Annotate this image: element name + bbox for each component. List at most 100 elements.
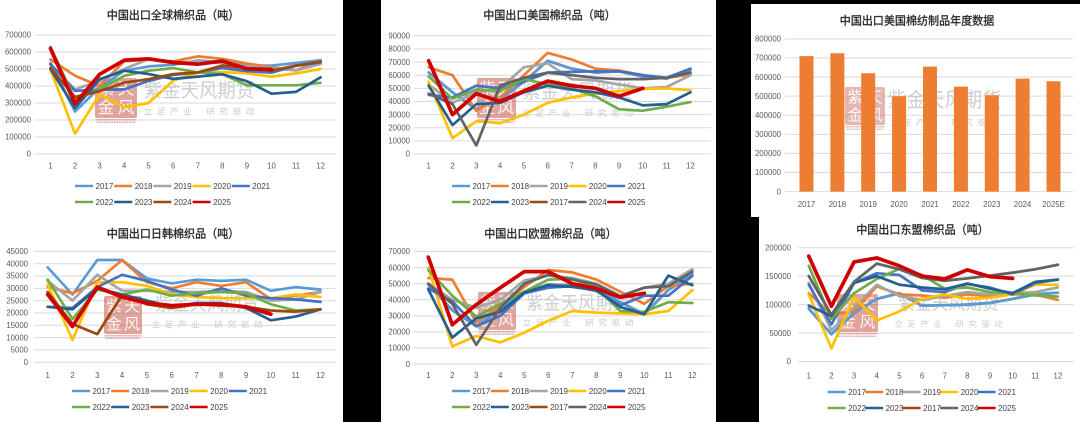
- svg-text:6: 6: [920, 372, 924, 381]
- svg-text:1: 1: [46, 371, 50, 380]
- svg-text:2024: 2024: [174, 198, 192, 207]
- svg-text:3: 3: [474, 162, 478, 171]
- svg-text:2024: 2024: [171, 403, 189, 412]
- svg-text:2017: 2017: [93, 387, 111, 396]
- svg-text:2022: 2022: [952, 200, 969, 209]
- svg-text:2: 2: [450, 371, 454, 380]
- svg-text:11: 11: [292, 162, 300, 171]
- svg-text:2017: 2017: [550, 403, 568, 412]
- svg-text:11: 11: [663, 162, 671, 171]
- svg-text:45000: 45000: [6, 247, 28, 256]
- svg-text:300000: 300000: [5, 99, 32, 108]
- svg-text:6: 6: [546, 371, 550, 380]
- svg-text:0: 0: [787, 357, 792, 366]
- svg-text:100000: 100000: [5, 133, 32, 142]
- svg-text:10: 10: [267, 371, 276, 380]
- svg-text:10: 10: [639, 162, 648, 171]
- svg-text:6: 6: [171, 162, 175, 171]
- svg-text:2023: 2023: [886, 404, 904, 413]
- svg-text:2022: 2022: [93, 403, 111, 412]
- svg-text:9: 9: [245, 162, 249, 171]
- svg-text:600000: 600000: [5, 48, 32, 57]
- svg-text:2021: 2021: [628, 387, 646, 396]
- svg-text:12: 12: [688, 371, 697, 380]
- svg-text:2022: 2022: [473, 198, 491, 207]
- svg-text:7: 7: [570, 371, 574, 380]
- svg-text:50000: 50000: [769, 329, 791, 338]
- svg-text:9: 9: [244, 371, 248, 380]
- svg-text:12: 12: [686, 162, 695, 171]
- svg-text:0: 0: [27, 150, 32, 159]
- svg-text:2024: 2024: [1014, 200, 1032, 209]
- svg-text:8: 8: [220, 162, 224, 171]
- svg-text:2017: 2017: [550, 198, 568, 207]
- svg-text:0: 0: [24, 358, 29, 367]
- svg-text:9: 9: [988, 372, 992, 381]
- svg-text:60000: 60000: [388, 71, 410, 80]
- svg-text:20000: 20000: [6, 309, 28, 318]
- svg-text:4: 4: [875, 372, 880, 381]
- svg-text:2022: 2022: [96, 198, 114, 207]
- svg-text:9: 9: [618, 371, 622, 380]
- svg-text:3: 3: [852, 372, 856, 381]
- svg-text:5: 5: [897, 372, 902, 381]
- svg-text:2017: 2017: [848, 388, 866, 397]
- svg-text:100000: 100000: [755, 168, 782, 177]
- svg-text:200000: 200000: [755, 149, 782, 158]
- svg-text:10000: 10000: [388, 344, 410, 353]
- svg-text:12: 12: [316, 371, 325, 380]
- svg-text:6: 6: [546, 162, 550, 171]
- svg-text:8: 8: [593, 162, 597, 171]
- svg-text:2020: 2020: [961, 388, 979, 397]
- svg-text:80000: 80000: [388, 45, 410, 54]
- svg-text:4: 4: [498, 162, 503, 171]
- svg-text:20000: 20000: [388, 123, 410, 132]
- svg-text:2018: 2018: [829, 200, 846, 209]
- svg-text:2017: 2017: [473, 387, 491, 396]
- svg-text:2024: 2024: [589, 403, 607, 412]
- svg-text:25000: 25000: [6, 296, 28, 305]
- svg-text:600000: 600000: [755, 73, 782, 82]
- svg-text:7: 7: [569, 162, 573, 171]
- svg-text:800000: 800000: [755, 35, 782, 44]
- svg-text:10000: 10000: [6, 333, 28, 342]
- svg-text:1: 1: [48, 162, 52, 171]
- svg-text:5: 5: [145, 371, 150, 380]
- svg-text:2018: 2018: [511, 387, 529, 396]
- svg-text:3: 3: [474, 371, 478, 380]
- svg-text:2019: 2019: [550, 387, 568, 396]
- svg-text:2018: 2018: [886, 388, 904, 397]
- svg-text:2020: 2020: [589, 387, 607, 396]
- svg-text:2018: 2018: [135, 182, 153, 191]
- svg-text:11: 11: [664, 371, 672, 380]
- svg-text:2025: 2025: [998, 404, 1016, 413]
- svg-text:2017: 2017: [798, 200, 815, 209]
- svg-text:40000: 40000: [6, 259, 28, 268]
- svg-text:12: 12: [316, 162, 325, 171]
- svg-text:2019: 2019: [174, 182, 192, 191]
- svg-text:30000: 30000: [6, 284, 28, 293]
- svg-text:2021: 2021: [249, 387, 267, 396]
- svg-text:2018: 2018: [132, 387, 150, 396]
- svg-text:2022: 2022: [848, 404, 866, 413]
- svg-text:15000: 15000: [6, 321, 28, 330]
- svg-text:9: 9: [617, 162, 621, 171]
- svg-text:2025: 2025: [210, 403, 228, 412]
- svg-text:2025: 2025: [628, 198, 646, 207]
- svg-text:2: 2: [73, 162, 77, 171]
- svg-text:3: 3: [97, 162, 101, 171]
- svg-text:2019: 2019: [923, 388, 941, 397]
- svg-text:700000: 700000: [5, 31, 32, 40]
- svg-text:300000: 300000: [755, 130, 782, 139]
- svg-text:2018: 2018: [511, 182, 529, 191]
- svg-text:5: 5: [522, 162, 527, 171]
- svg-text:2021: 2021: [921, 200, 938, 209]
- svg-text:2024: 2024: [961, 404, 979, 413]
- svg-text:11: 11: [292, 371, 300, 380]
- svg-text:10: 10: [1008, 372, 1017, 381]
- svg-text:2019: 2019: [550, 182, 568, 191]
- svg-text:200000: 200000: [765, 243, 792, 252]
- svg-text:2021: 2021: [998, 388, 1016, 397]
- svg-text:2019: 2019: [171, 387, 189, 396]
- svg-text:2023: 2023: [511, 198, 529, 207]
